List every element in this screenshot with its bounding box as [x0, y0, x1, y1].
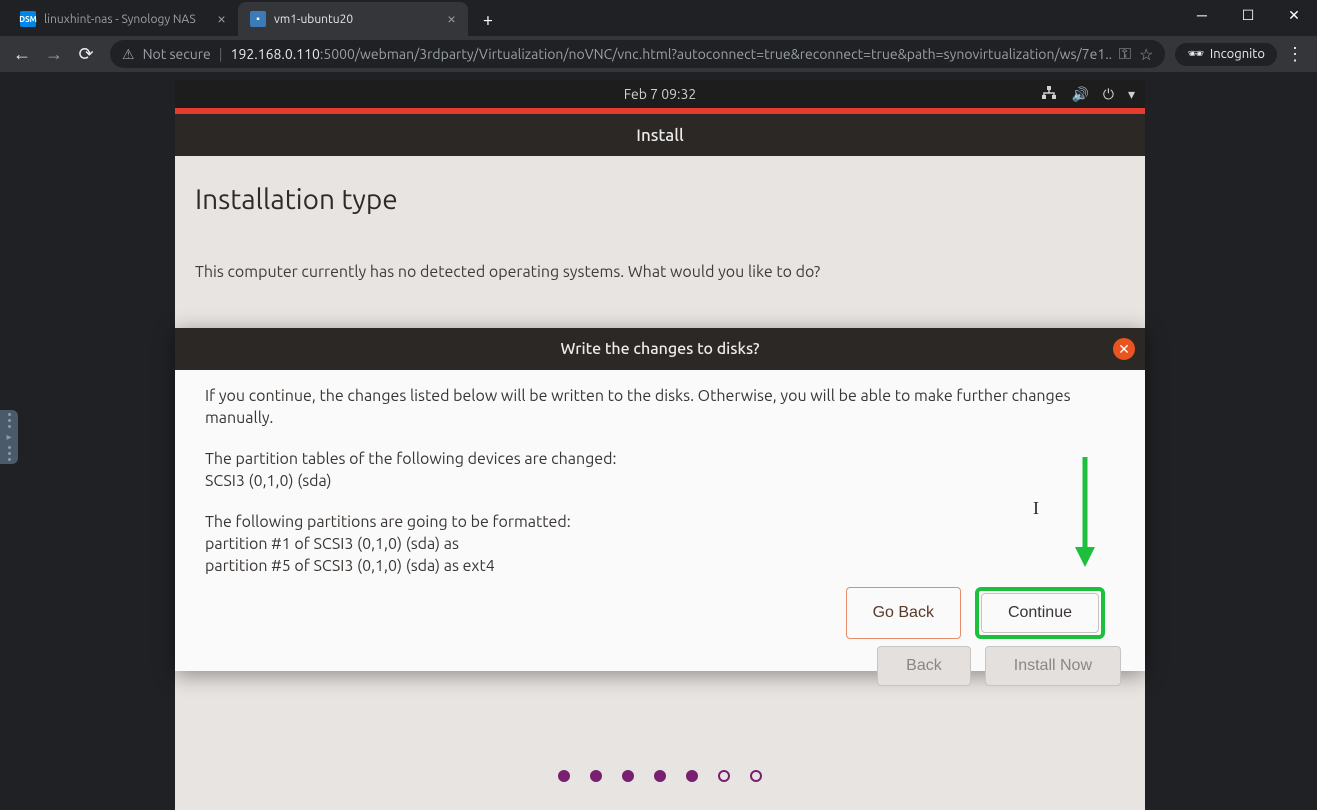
url-field[interactable]: ⚠ Not secure | 192.168.0.110:5000/webman…	[110, 40, 1165, 68]
close-icon: ✕	[1118, 341, 1130, 358]
progress-dot	[622, 770, 634, 782]
confirm-dialog: Write the changes to disks? ✕ If you con…	[175, 328, 1145, 671]
key-icon[interactable]: ⚿	[1119, 45, 1131, 64]
close-tab-icon[interactable]: ×	[217, 10, 226, 28]
incognito-label: Incognito	[1210, 47, 1265, 61]
maximize-button[interactable]: ☐	[1225, 0, 1271, 30]
volume-icon: 🔊	[1071, 86, 1088, 103]
install-nav-buttons: Back Install Now	[877, 646, 1121, 686]
installer-back-button[interactable]: Back	[877, 646, 971, 686]
url-text: 192.168.0.110:5000/webman/3rdparty/Virtu…	[231, 46, 1111, 62]
browser-tab-bar: DSM linuxhint-nas - Synology NAS × ▪ vm1…	[0, 0, 1317, 36]
browser-menu-button[interactable]: ⋮	[1281, 40, 1309, 68]
progress-dot	[590, 770, 602, 782]
incognito-icon: 🕶	[1187, 47, 1204, 62]
dialog-close-button[interactable]: ✕	[1113, 338, 1135, 360]
reload-button[interactable]: ⟳	[72, 40, 100, 68]
progress-dot	[750, 770, 762, 782]
go-back-button[interactable]: Go Back	[846, 587, 961, 639]
continue-highlight: Continue	[975, 587, 1105, 639]
close-window-button[interactable]: ✕	[1271, 0, 1317, 30]
dialog-format-list: The following partitions are going to be…	[205, 512, 1115, 577]
progress-dot	[718, 770, 730, 782]
dialog-buttons: Go Back Continue	[205, 587, 1115, 653]
close-tab-icon[interactable]: ×	[447, 10, 456, 28]
tab-title: linuxhint-nas - Synology NAS	[44, 13, 196, 26]
status-tray[interactable]: 🔊 ⏻ ▾	[1041, 85, 1135, 104]
text-cursor-icon: I	[1033, 498, 1039, 519]
vnc-favicon-icon: ▪	[250, 11, 266, 27]
vnc-viewport: Feb 7 09:32 🔊 ⏻ ▾ Install Installation t…	[175, 80, 1145, 810]
progress-dot	[654, 770, 666, 782]
new-tab-button[interactable]: +	[474, 6, 502, 34]
continue-button[interactable]: Continue	[981, 593, 1099, 633]
chevron-down-icon: ▾	[1128, 86, 1135, 103]
forward-button[interactable]: →	[40, 40, 68, 68]
power-icon: ⏻	[1103, 86, 1114, 103]
installer-header: Install	[175, 114, 1145, 156]
back-button[interactable]: ←	[8, 40, 36, 68]
installer-header-title: Install	[636, 126, 683, 145]
dialog-partition-tables: The partition tables of the following de…	[205, 449, 1115, 492]
dialog-title: Write the changes to disks?	[561, 340, 760, 358]
clock[interactable]: Feb 7 09:32	[624, 86, 697, 102]
network-icon	[1041, 85, 1057, 104]
minimize-button[interactable]: ─	[1179, 0, 1225, 30]
page-title: Installation type	[195, 184, 1125, 215]
incognito-badge[interactable]: 🕶 Incognito	[1175, 43, 1277, 66]
novnc-handle[interactable]: ▸	[0, 410, 18, 464]
dialog-body: If you continue, the changes listed belo…	[175, 370, 1145, 671]
security-label: Not secure	[143, 46, 211, 62]
tab-title: vm1-ubuntu20	[274, 13, 353, 26]
progress-dot	[558, 770, 570, 782]
dialog-intro: If you continue, the changes listed belo…	[205, 386, 1115, 429]
ubuntu-topbar: Feb 7 09:32 🔊 ⏻ ▾	[175, 80, 1145, 108]
browser-address-bar: ← → ⟳ ⚠ Not secure | 192.168.0.110:5000/…	[0, 36, 1317, 72]
window-controls: ─ ☐ ✕	[1179, 0, 1317, 30]
bookmark-icon[interactable]: ☆	[1139, 45, 1153, 64]
not-secure-icon: ⚠	[122, 46, 135, 63]
browser-tab-active[interactable]: ▪ vm1-ubuntu20 ×	[238, 2, 468, 36]
progress-dot	[686, 770, 698, 782]
dsm-favicon-icon: DSM	[20, 11, 36, 27]
install-question: This computer currently has no detected …	[195, 263, 1125, 281]
browser-tab-inactive[interactable]: DSM linuxhint-nas - Synology NAS ×	[8, 2, 238, 36]
install-now-button[interactable]: Install Now	[985, 646, 1121, 686]
progress-dots	[558, 770, 762, 782]
dialog-header: Write the changes to disks? ✕	[175, 328, 1145, 370]
